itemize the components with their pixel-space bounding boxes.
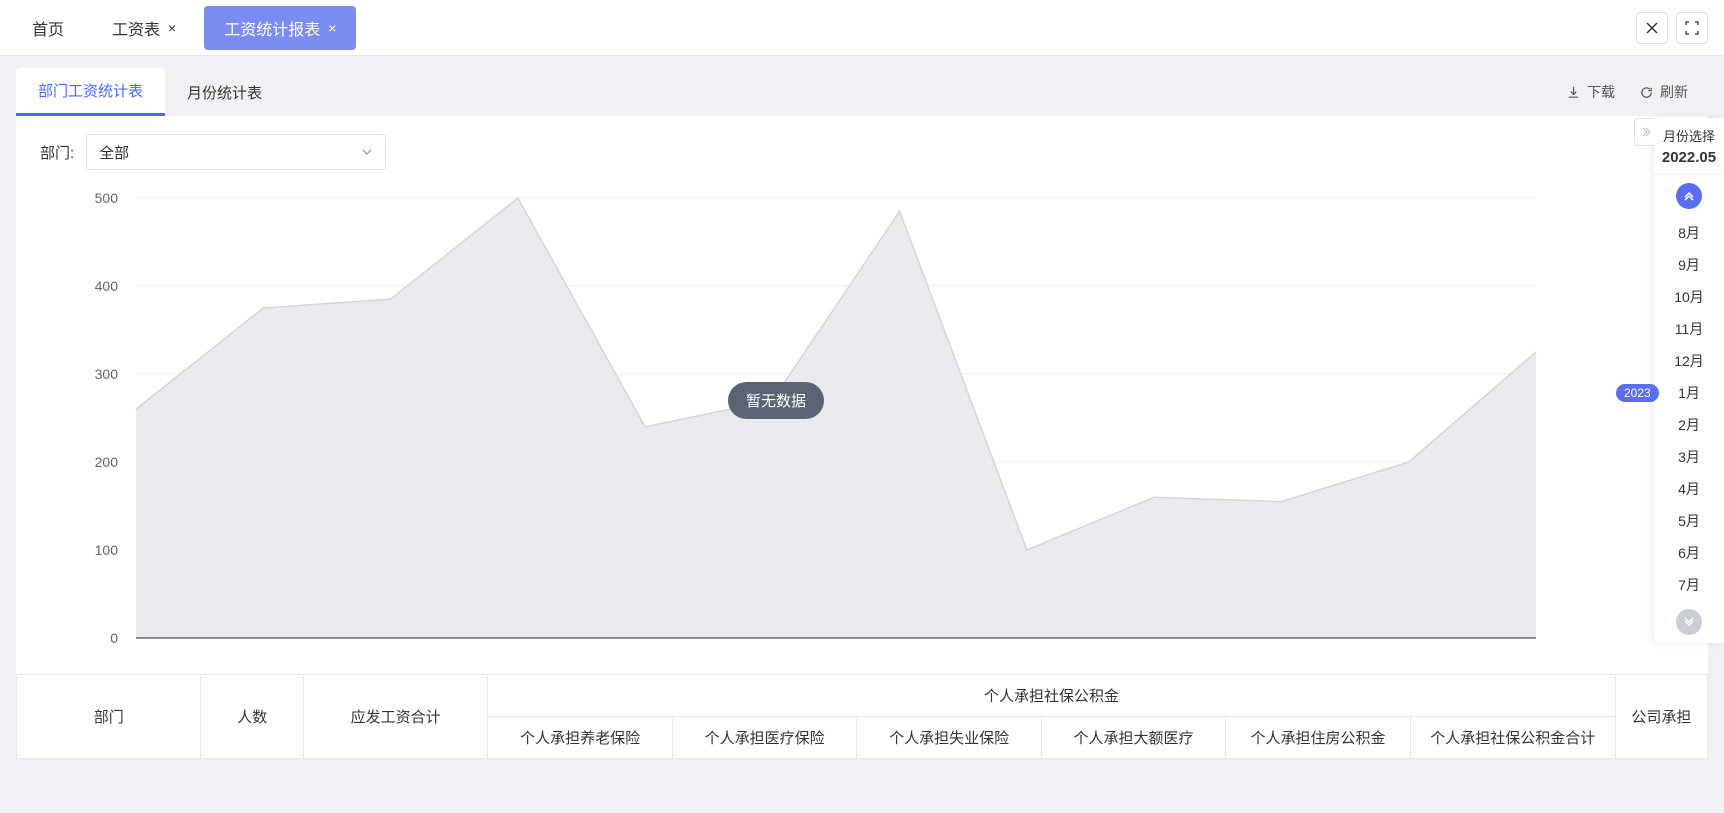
th-total: 应发工资合计 bbox=[303, 675, 487, 759]
chevron-down-double-icon bbox=[1683, 616, 1695, 628]
refresh-label: 刷新 bbox=[1660, 82, 1688, 102]
tab-label: 工资表 bbox=[112, 16, 160, 40]
month-sidebar: 月份选择 2022.05 8月9月10月11月12月1月20232月3月4月5月… bbox=[1654, 118, 1724, 643]
fullscreen-button[interactable] bbox=[1676, 12, 1708, 44]
th-count: 人数 bbox=[201, 675, 303, 759]
month-item-8[interactable]: 4月 bbox=[1654, 473, 1724, 505]
subtab-0[interactable]: 部门工资统计表 bbox=[16, 68, 165, 116]
fullscreen-icon bbox=[1685, 21, 1699, 35]
no-data-label: 暂无数据 bbox=[746, 393, 806, 410]
dept-filter-label: 部门: bbox=[40, 142, 74, 163]
chevron-right-icon bbox=[1640, 127, 1650, 137]
month-current: 2022.05 bbox=[1654, 149, 1724, 175]
th-last: 公司承担 bbox=[1615, 675, 1707, 759]
month-scroll-up[interactable] bbox=[1676, 183, 1702, 209]
tab-0[interactable]: 首页 bbox=[12, 6, 84, 50]
th-sub-4: 个人承担住房公积金 bbox=[1226, 717, 1410, 759]
month-item-9[interactable]: 5月 bbox=[1654, 505, 1724, 537]
svg-text:100: 100 bbox=[95, 542, 119, 558]
svg-text:300: 300 bbox=[95, 366, 119, 382]
month-item-6[interactable]: 2月 bbox=[1654, 409, 1724, 441]
content-area: 部门工资统计表月份统计表 下载 刷新 部门: 全部 bbox=[0, 56, 1724, 813]
svg-text:400: 400 bbox=[95, 278, 119, 294]
main-panel: 部门: 全部 0 100 200 300 400 500 暂无数据 bbox=[16, 116, 1708, 759]
tab-label: 首页 bbox=[32, 16, 64, 40]
month-item-0[interactable]: 8月 bbox=[1654, 217, 1724, 249]
download-button[interactable]: 下载 bbox=[1566, 82, 1615, 102]
summary-table: 部门 人数 应发工资合计 个人承担社保公积金 公司承担 个人承担养老保险个人承担… bbox=[16, 674, 1708, 759]
month-item-7[interactable]: 3月 bbox=[1654, 441, 1724, 473]
refresh-button[interactable]: 刷新 bbox=[1639, 82, 1688, 102]
month-item-11[interactable]: 7月 bbox=[1654, 569, 1724, 601]
tab-label: 工资统计报表 bbox=[224, 16, 320, 40]
x-icon bbox=[1644, 20, 1660, 36]
month-sidebar-title: 月份选择 bbox=[1654, 118, 1724, 149]
refresh-icon bbox=[1639, 85, 1654, 100]
svg-text:200: 200 bbox=[95, 454, 119, 470]
tabs-right-actions bbox=[1636, 0, 1708, 56]
chevron-up-double-icon bbox=[1683, 190, 1695, 202]
year-badge: 2023 bbox=[1616, 384, 1659, 402]
subtab-row: 部门工资统计表月份统计表 下载 刷新 bbox=[16, 68, 1708, 116]
chevron-down-icon bbox=[361, 146, 373, 158]
table-container: 部门 人数 应发工资合计 个人承担社保公积金 公司承担 个人承担养老保险个人承担… bbox=[16, 674, 1708, 759]
month-item-5[interactable]: 1月2023 bbox=[1654, 377, 1724, 409]
close-all-button[interactable] bbox=[1636, 12, 1668, 44]
svg-text:0: 0 bbox=[110, 630, 118, 646]
close-icon[interactable]: × bbox=[168, 20, 176, 36]
month-scroll-down[interactable] bbox=[1676, 609, 1702, 635]
svg-text:500: 500 bbox=[95, 190, 119, 206]
close-icon[interactable]: × bbox=[328, 20, 336, 36]
th-sub-1: 个人承担医疗保险 bbox=[672, 717, 856, 759]
dept-select-value: 全部 bbox=[99, 142, 129, 163]
filter-row: 部门: 全部 bbox=[16, 116, 1708, 178]
th-sub-3: 个人承担大额医疗 bbox=[1041, 717, 1225, 759]
month-item-10[interactable]: 6月 bbox=[1654, 537, 1724, 569]
no-data-badge: 暂无数据 bbox=[728, 382, 824, 419]
month-item-3[interactable]: 11月 bbox=[1654, 313, 1724, 345]
download-label: 下载 bbox=[1587, 82, 1615, 102]
area-chart: 0 100 200 300 400 500 bbox=[26, 188, 1556, 658]
month-item-4[interactable]: 12月 bbox=[1654, 345, 1724, 377]
th-sub-5: 个人承担社保公积金合计 bbox=[1410, 717, 1615, 759]
th-sub-0: 个人承担养老保险 bbox=[488, 717, 672, 759]
subtab-1[interactable]: 月份统计表 bbox=[165, 68, 284, 116]
month-list: 8月9月10月11月12月1月20232月3月4月5月6月7月 bbox=[1654, 217, 1724, 601]
top-tabs-bar: 首页 工资表 × 工资统计报表 × bbox=[0, 0, 1724, 56]
month-collapse-button[interactable] bbox=[1634, 118, 1654, 146]
dept-select[interactable]: 全部 bbox=[86, 134, 386, 170]
tab-1[interactable]: 工资表 × bbox=[92, 6, 196, 50]
tab-2[interactable]: 工资统计报表 × bbox=[204, 6, 356, 50]
th-dept: 部门 bbox=[17, 675, 201, 759]
month-item-2[interactable]: 10月 bbox=[1654, 281, 1724, 313]
th-sub-2: 个人承担失业保险 bbox=[857, 717, 1041, 759]
subtab-actions: 下载 刷新 bbox=[1566, 82, 1688, 102]
th-group: 个人承担社保公积金 bbox=[488, 675, 1615, 717]
download-icon bbox=[1566, 85, 1581, 100]
chart-container: 0 100 200 300 400 500 暂无数据 bbox=[16, 178, 1708, 668]
month-item-1[interactable]: 9月 bbox=[1654, 249, 1724, 281]
